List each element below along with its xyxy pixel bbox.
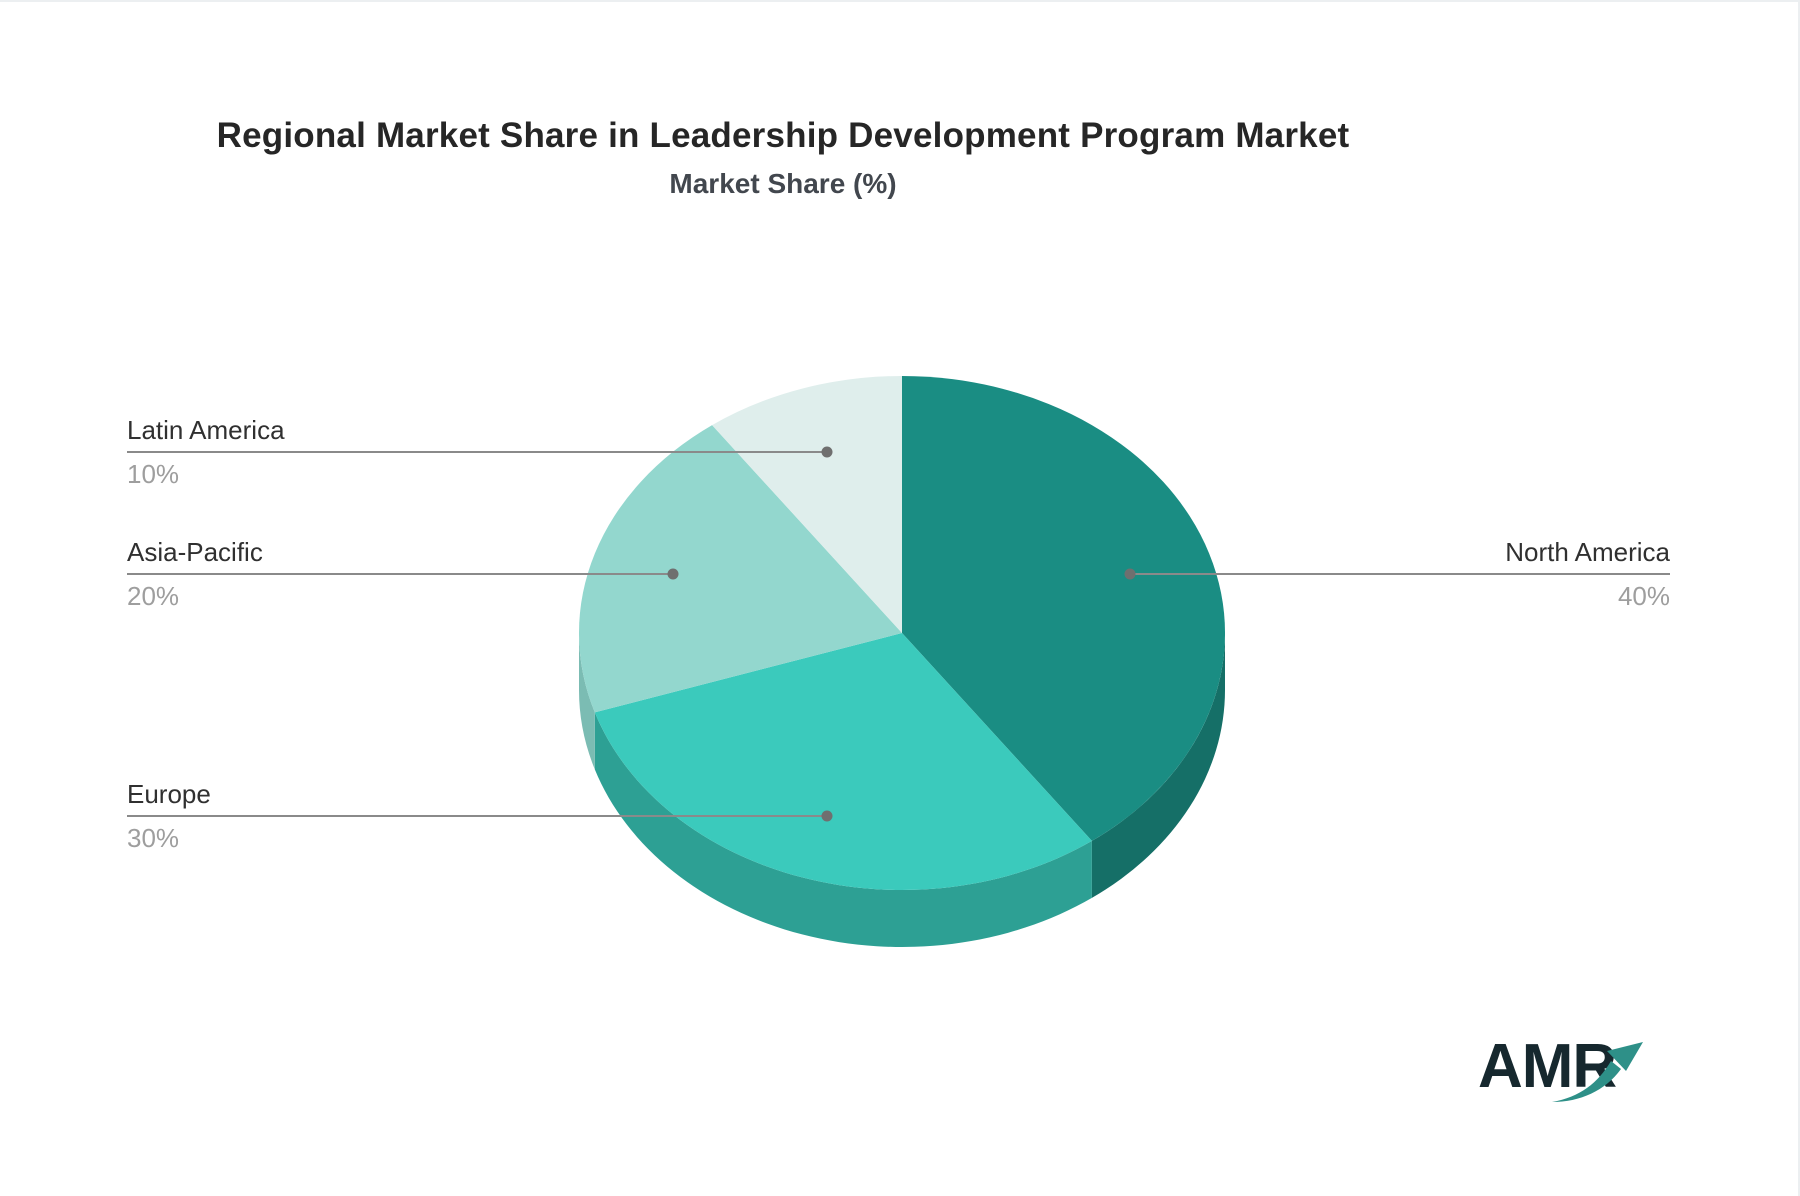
slice-label-north-america: North America (1505, 537, 1670, 567)
pie-slice-asia-pacific[interactable] (578, 425, 902, 713)
amr-logo-arrow-icon (1552, 1042, 1643, 1102)
leader-dot-latin-america (821, 446, 833, 458)
chart-title: Regional Market Share in Leadership Deve… (216, 116, 1350, 155)
pie-slice-side-asia-pacific[interactable] (578, 633, 595, 770)
slice-label-asia-pacific: Asia-Pacific (127, 537, 263, 567)
pie-3d-slices (578, 375, 1226, 948)
slice-label-europe: Europe (127, 779, 211, 809)
pie-slice-side-north-america[interactable] (1091, 633, 1225, 898)
slice-value-north-america: 40% (1617, 581, 1670, 611)
slice-value-latin-america: 10% (127, 459, 180, 489)
leader-dot-asia-pacific (667, 568, 679, 580)
slice-value-europe: 30% (127, 823, 180, 853)
chart-subtitle: Market Share (%) (669, 168, 897, 199)
pie-slice-side-europe[interactable] (594, 712, 1092, 948)
amr-logo: AMR (1478, 1036, 1658, 1108)
slice-value-asia-pacific: 20% (127, 581, 180, 611)
leader-dot-north-america (1124, 568, 1136, 580)
pie-slice-north-america[interactable] (902, 375, 1226, 841)
pie-slice-latin-america[interactable] (712, 376, 902, 633)
pie-slice-europe[interactable] (594, 633, 1092, 891)
leader-dot-europe (821, 810, 833, 822)
leader-lines (127, 446, 1670, 822)
slice-label-latin-america: Latin America (127, 415, 285, 445)
